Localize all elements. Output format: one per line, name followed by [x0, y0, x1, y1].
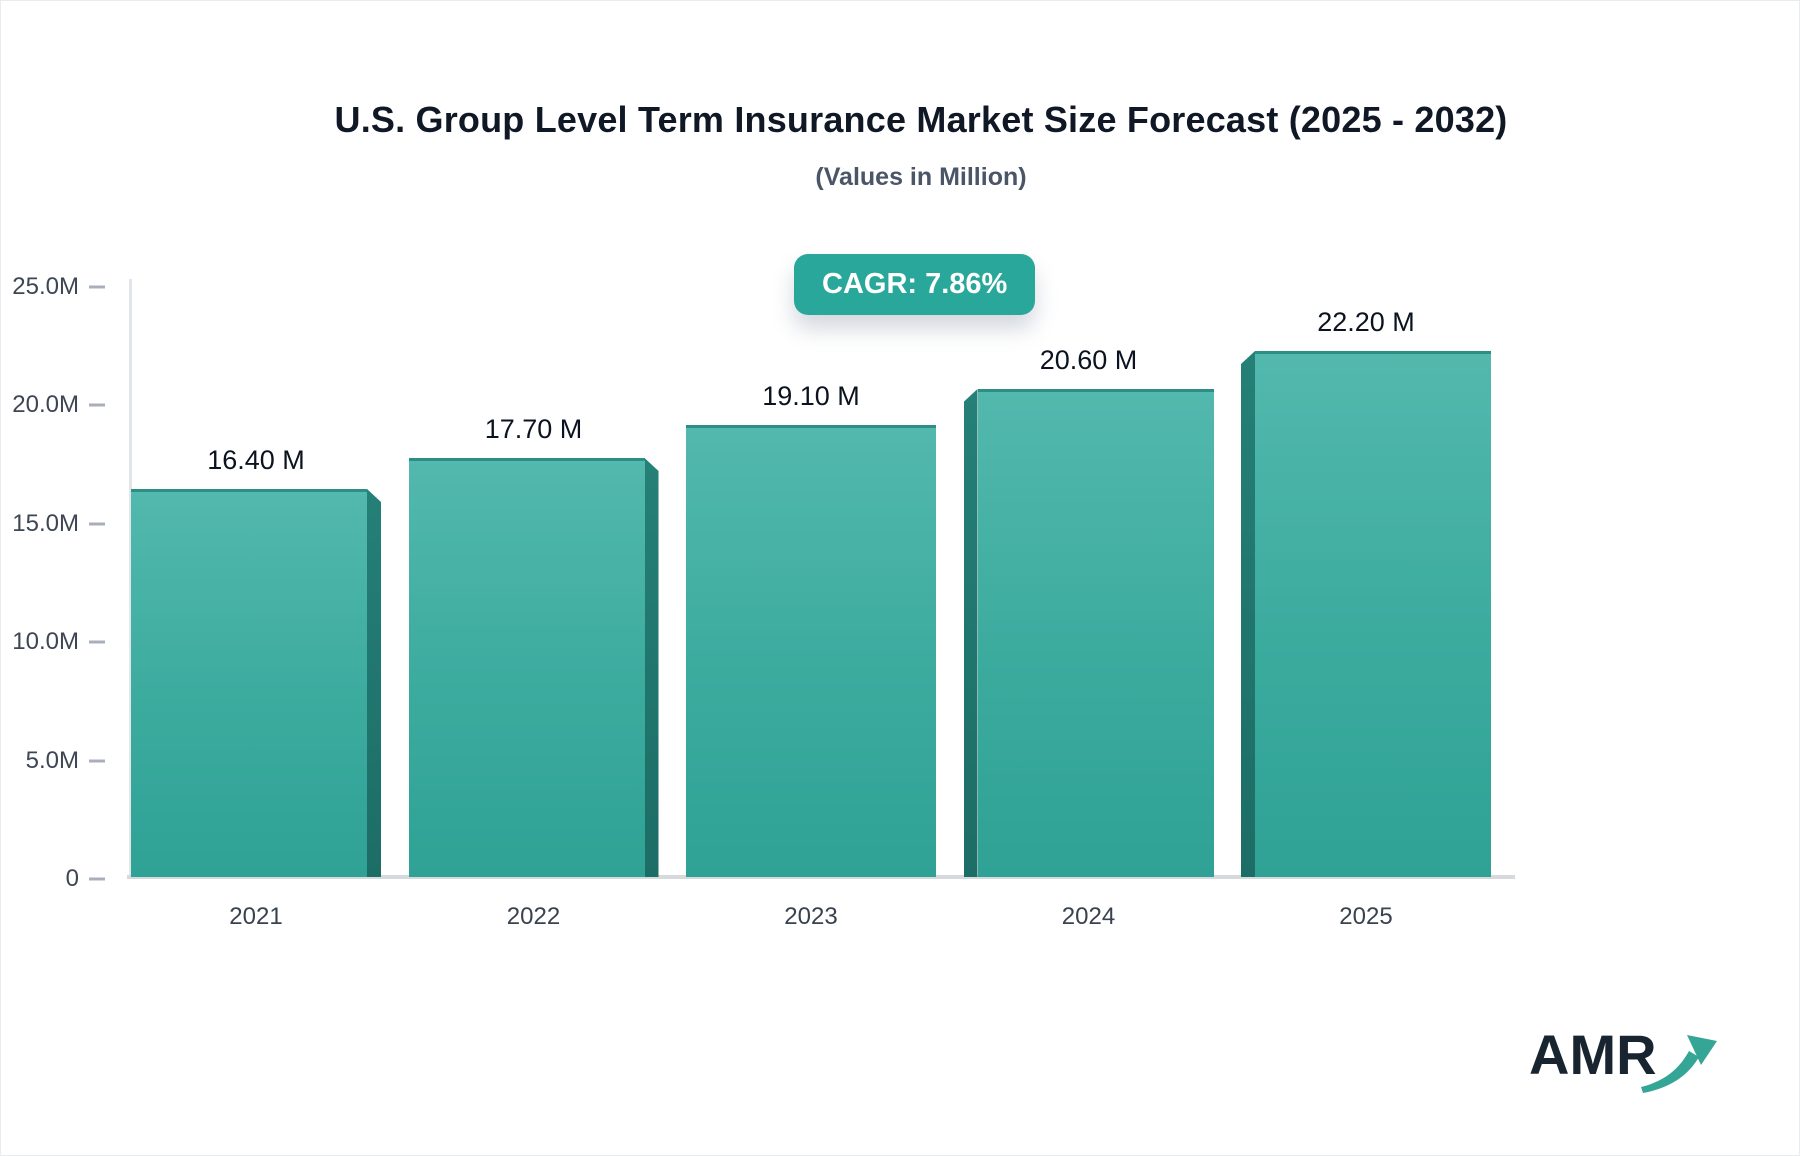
bar-3d-side-shade	[644, 458, 659, 877]
bar-fill	[1255, 351, 1491, 877]
bar-value-label: 20.60 M	[1039, 345, 1138, 375]
y-tick-mark	[89, 640, 105, 644]
bar-2024: 20.60 M	[963, 345, 1214, 877]
y-tick-label: 20.0M	[12, 391, 79, 419]
x-axis-label-2023: 2023	[784, 903, 838, 930]
chart-title: U.S. Group Level Term Insurance Market S…	[334, 99, 1508, 140]
bar-fill	[977, 389, 1214, 877]
x-axis-label-2024: 2024	[1061, 903, 1116, 930]
bar-3d-side-shade	[1241, 351, 1255, 877]
y-tick-label: 10.0M	[12, 628, 79, 656]
amr-logo-arrow-icon	[1640, 1035, 1717, 1093]
chart-subtitle: (Values in Million)	[815, 163, 1027, 191]
bar-3d-side-shade	[963, 389, 978, 877]
x-axis-label-2022: 2022	[506, 903, 561, 930]
bar-2022: 17.70 M	[408, 414, 659, 877]
bar-value-label: 19.10 M	[762, 381, 860, 411]
y-tick-label: 5.0M	[25, 746, 79, 774]
y-tick-mark	[89, 759, 105, 763]
y-tick-mark	[89, 522, 105, 526]
bar-2023: 19.10 M	[686, 381, 936, 877]
bar-2025: 22.20 M	[1241, 307, 1491, 877]
bar-fill	[408, 458, 645, 877]
bar-2021: 16.40 M	[131, 445, 381, 877]
amr-logo-text: AMR	[1529, 1023, 1657, 1086]
x-axis-label-2025: 2025	[1339, 903, 1393, 930]
bar-value-label: 22.20 M	[1317, 307, 1415, 337]
bar-value-label: 16.40 M	[207, 445, 305, 475]
bar-3d-side-shade	[367, 489, 381, 877]
y-tick-mark	[89, 285, 105, 289]
x-axis-label-2021: 2021	[229, 903, 283, 930]
bar-value-label: 17.70 M	[484, 414, 583, 444]
y-tick-label: 25.0M	[12, 273, 79, 300]
x-axis-line	[127, 875, 1515, 879]
y-tick-mark	[89, 877, 105, 881]
bar-fill	[131, 489, 367, 877]
amr-logo: AMR	[1529, 1027, 1725, 1101]
y-axis-line	[129, 279, 132, 879]
y-tick-label: 15.0M	[12, 509, 79, 537]
bar-fill	[686, 425, 936, 877]
y-tick-mark	[89, 403, 105, 407]
cagr-badge: CAGR: 7.86%	[794, 254, 1036, 315]
y-tick-label: 0	[65, 865, 79, 892]
